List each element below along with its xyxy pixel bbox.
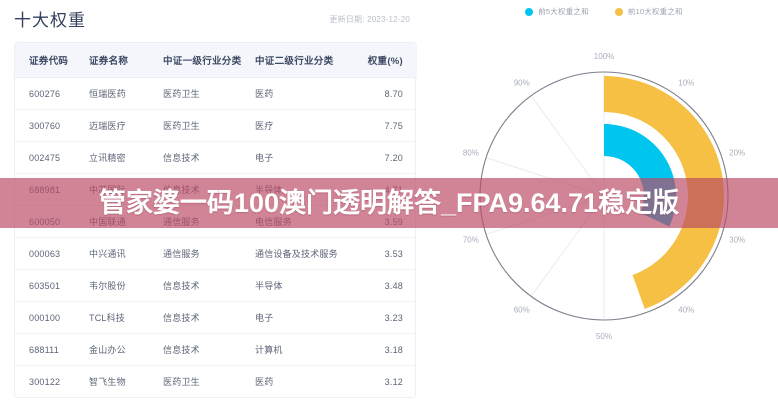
- gauge-tick-label: 40%: [678, 305, 694, 314]
- column-header-name[interactable]: 证券名称: [89, 43, 163, 78]
- stock-code-cell: 002475: [15, 141, 89, 174]
- gauge-tick-label: 60%: [514, 305, 530, 314]
- gauge-tick-label: 100%: [594, 52, 614, 61]
- gauge-tick-label: 30%: [729, 235, 745, 244]
- table-row[interactable]: 002475 立讯精密 信息技术 电子 7.20: [15, 141, 417, 174]
- legend-item-top5[interactable]: 前5大权重之和: [525, 6, 589, 17]
- gauge-tick-label: 90%: [514, 79, 530, 88]
- industry-level2-cell: 电子: [255, 301, 355, 334]
- gauge-tick-labels: 100% 10% 20% 30% 40% 50% 60% 70% 80% 90%: [463, 52, 745, 341]
- industry-level1-cell: 信息技术: [163, 269, 255, 302]
- stock-name-cell: 恒瑞医药: [89, 77, 163, 110]
- weight-value-cell: 3.18: [355, 333, 417, 366]
- table-row[interactable]: 603501 韦尔股份 信息技术 半导体 3.48: [15, 269, 417, 302]
- gauge-tick-label: 70%: [463, 235, 479, 244]
- industry-level1-cell: 通信服务: [163, 237, 255, 270]
- gauge-arc-top10[interactable]: [604, 76, 725, 309]
- column-header-code[interactable]: 证券代码: [15, 43, 89, 78]
- table-row[interactable]: 688111 金山办公 信息技术 计算机 3.18: [15, 333, 417, 366]
- table-row[interactable]: 300122 智飞生物 医药卫生 医药 3.12: [15, 366, 417, 398]
- industry-level1-cell: 医药卫生: [163, 109, 255, 142]
- stock-code-cell: 300122: [29, 376, 61, 387]
- industry-level1-cell: 信息技术: [163, 141, 255, 174]
- update-date-label: 更新日期: 2023-12-20: [329, 15, 410, 24]
- page-title: 十大权重: [14, 11, 86, 30]
- industry-level1-cell: 医药卫生: [163, 377, 200, 387]
- stock-code-cell: 600276: [15, 77, 89, 110]
- panel-header: 十大权重 更新日期: 2023-12-20: [14, 8, 416, 42]
- stock-name-cell: 智飞生物: [89, 377, 126, 387]
- weight-value-cell: 3.48: [355, 269, 417, 302]
- table-row[interactable]: 000100 TCL科技 信息技术 电子 3.23: [15, 301, 417, 334]
- industry-level1-cell: 医药卫生: [163, 77, 255, 110]
- table-header-row: 证券代码 证券名称 中证一级行业分类 中证二级行业分类 权重(%): [15, 43, 417, 78]
- legend-color-dot-icon: [525, 7, 534, 16]
- weight-value-cell: 3.23: [355, 301, 417, 334]
- overlay-banner: 管家婆一码100澳门透明解答_FPA9.64.71稳定版: [0, 178, 778, 228]
- legend-color-dot-icon: [614, 7, 623, 16]
- weight-value-cell: 7.75: [355, 109, 417, 142]
- gauge-tick-label: 80%: [463, 149, 479, 158]
- chart-legend: 前5大权重之和 前10大权重之和: [430, 6, 778, 17]
- stock-name-cell: 韦尔股份: [89, 269, 163, 302]
- legend-label-top5: 前5大权重之和: [538, 7, 589, 16]
- weight-value-cell: 8.70: [355, 77, 417, 110]
- stock-code-cell: 603501: [15, 269, 89, 302]
- column-header-weight[interactable]: 权重(%): [355, 43, 417, 78]
- stock-code-cell: 000063: [15, 237, 89, 270]
- table-header: 证券代码 证券名称 中证一级行业分类 中证二级行业分类 权重(%): [15, 43, 417, 78]
- legend-item-top10[interactable]: 前10大权重之和: [614, 6, 683, 17]
- stock-name-cell: TCL科技: [89, 301, 163, 334]
- stock-name-cell: 中兴通讯: [89, 237, 163, 270]
- table-row[interactable]: 300760 迈瑞医疗 医药卫生 医疗 7.75: [15, 109, 417, 142]
- stock-code-cell: 300760: [15, 109, 89, 142]
- industry-level2-cell: 医疗: [255, 109, 355, 142]
- weight-value-cell: 3.12: [384, 376, 403, 387]
- stock-name-cell: 立讯精密: [89, 141, 163, 174]
- stock-code-cell: 000100: [15, 301, 89, 334]
- weight-value-cell: 3.53: [355, 237, 417, 270]
- weight-value-cell: 7.20: [355, 141, 417, 174]
- stock-name-cell: 迈瑞医疗: [89, 109, 163, 142]
- table-row[interactable]: 600276 恒瑞医药 医药卫生 医药 8.70: [15, 77, 417, 110]
- table-row[interactable]: 000063 中兴通讯 通信服务 通信设备及技术服务 3.53: [15, 237, 417, 270]
- industry-level2-cell: 电子: [255, 141, 355, 174]
- legend-label-top10: 前10大权重之和: [627, 7, 683, 16]
- industry-level2-cell: 医药: [255, 77, 355, 110]
- gauge-tick-label: 10%: [678, 79, 694, 88]
- column-header-level1[interactable]: 中证一级行业分类: [163, 43, 255, 78]
- stock-code-cell: 688111: [15, 333, 89, 366]
- industry-level2-cell: 通信设备及技术服务: [255, 237, 355, 270]
- industry-level1-cell: 信息技术: [163, 333, 255, 366]
- gauge-tick-label: 50%: [596, 332, 612, 341]
- industry-level2-cell: 半导体: [255, 269, 355, 302]
- overlay-banner-text: 管家婆一码100澳门透明解答_FPA9.64.71稳定版: [98, 187, 680, 218]
- industry-level2-cell: 医药: [255, 377, 274, 387]
- column-header-level2[interactable]: 中证二级行业分类: [255, 43, 355, 78]
- stock-name-cell: 金山办公: [89, 333, 163, 366]
- industry-level2-cell: 计算机: [255, 333, 355, 366]
- gauge-tick-label: 20%: [729, 149, 745, 158]
- table-body: 600276 恒瑞医药 医药卫生 医药 8.70 300760 迈瑞医疗 医药卫生 医疗 7.75…: [15, 77, 417, 398]
- industry-level1-cell: 信息技术: [163, 301, 255, 334]
